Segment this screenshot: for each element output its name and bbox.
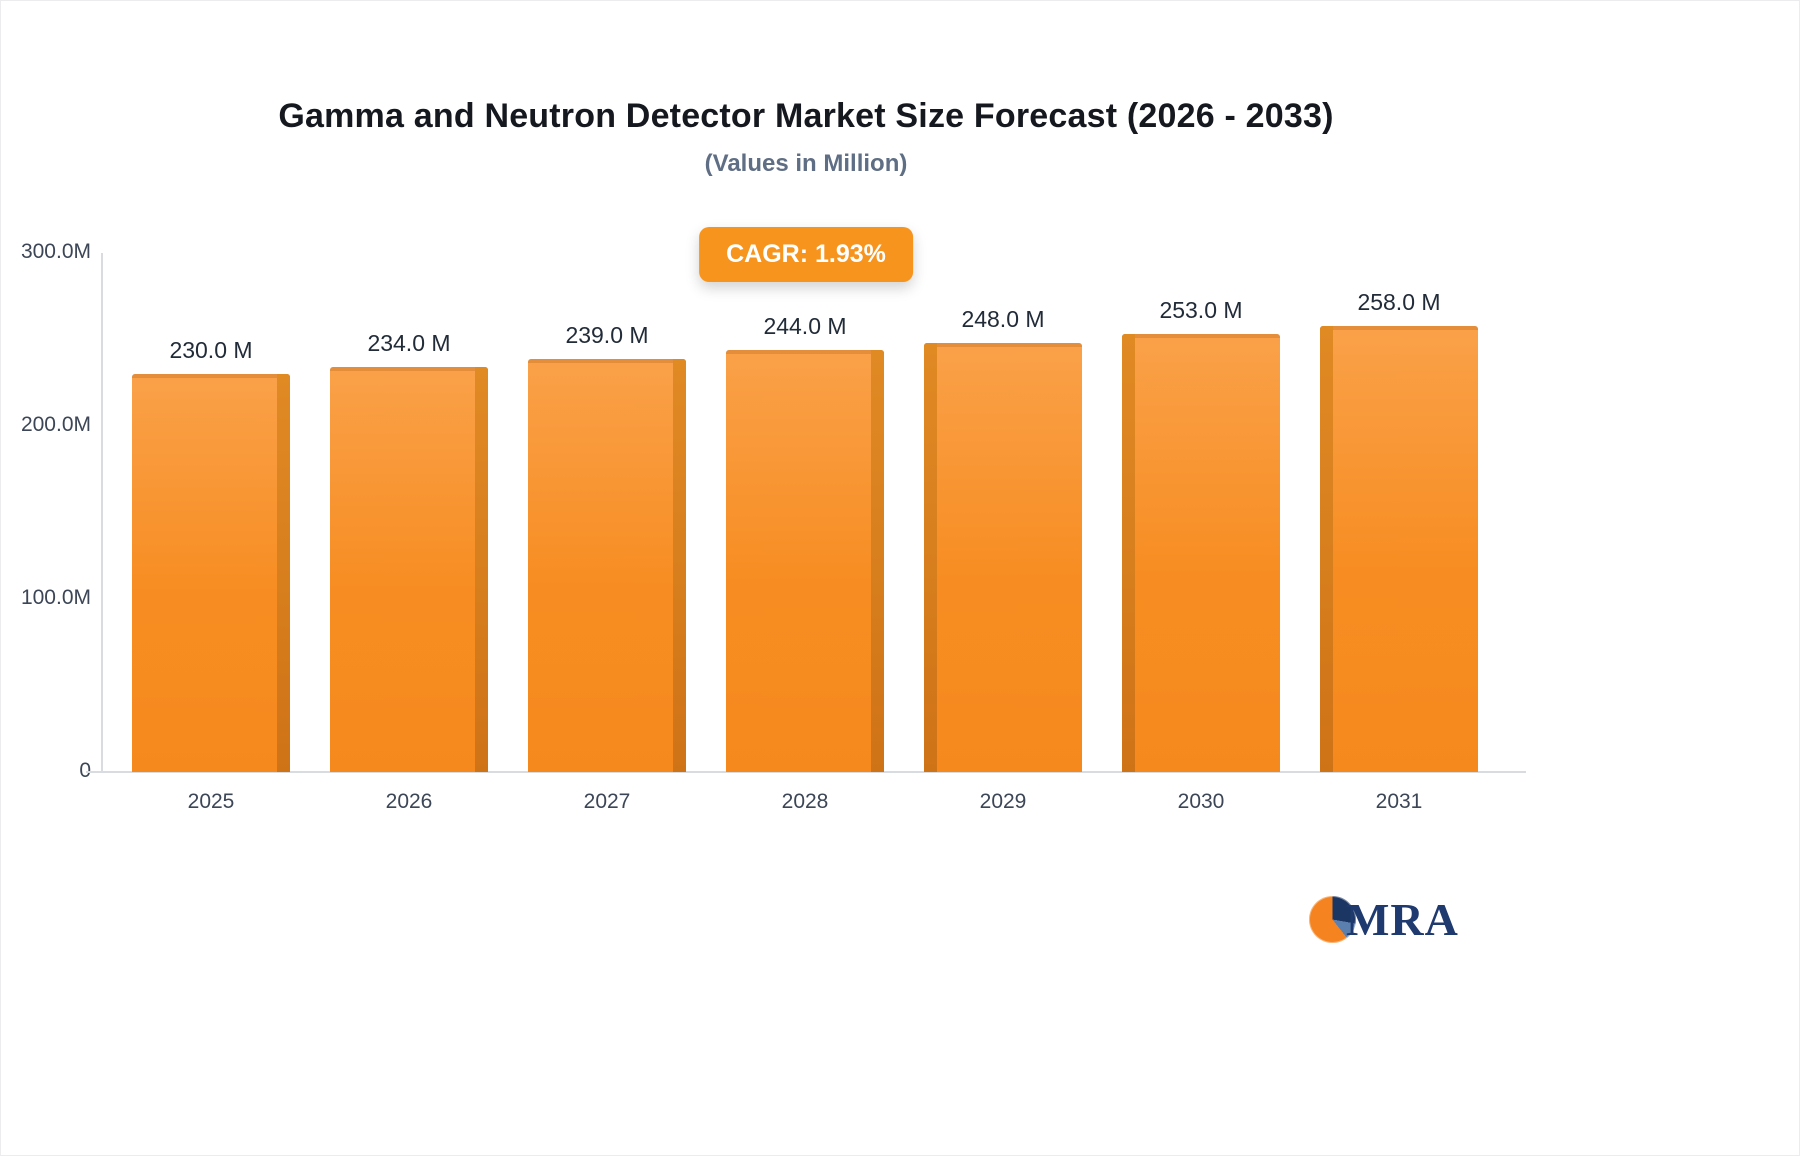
bar-value-label: 230.0 M	[169, 337, 253, 364]
y-axis-label: 100.0M	[20, 586, 91, 609]
bar	[132, 374, 290, 772]
mra-logo-text: MRA	[1346, 893, 1459, 945]
chart-title: Gamma and Neutron Detector Market Size F…	[278, 97, 1334, 135]
y-axis-label: 300.0M	[20, 240, 91, 263]
bar-value-label: 248.0 M	[961, 305, 1045, 332]
bar-side-shade	[673, 358, 686, 772]
bar-side-shade	[277, 374, 290, 772]
bar	[1320, 325, 1478, 772]
x-axis-label: 2030	[1177, 790, 1225, 813]
bar-side-shade	[924, 342, 937, 772]
x-axis-line	[86, 771, 1526, 773]
bar	[330, 367, 488, 772]
y-axis-line	[101, 253, 103, 772]
bar-value-label: 244.0 M	[763, 312, 847, 339]
brand-logo: MRA	[1309, 896, 1459, 943]
bar-group: 234.0 M 2026	[330, 253, 488, 813]
bar-value-label: 253.0 M	[1159, 297, 1243, 324]
x-axis-label: 2031	[1375, 790, 1423, 813]
x-axis-label: 2027	[583, 790, 631, 813]
bar-value-label: 234.0 M	[367, 330, 451, 357]
bar-group: 248.0 M 2029	[924, 253, 1082, 813]
bar-side-shade	[475, 367, 488, 772]
bar-side-shade	[871, 349, 884, 772]
cagr-badge: CAGR: 1.93%	[699, 227, 913, 282]
bar-value-label: 239.0 M	[565, 321, 649, 348]
bar	[924, 342, 1082, 772]
mra-pie-logo-icon	[1309, 896, 1356, 943]
x-axis-label: 2029	[979, 790, 1027, 813]
y-axis-label: 200.0M	[20, 413, 91, 436]
plot-area: 230.0 M 2025 234.0 M 2026 239.0 M 2027 244.0 M…	[86, 253, 1526, 813]
bar-side-shade	[1122, 334, 1135, 772]
chart-header: Gamma and Neutron Detector Market Size F…	[1, 1, 1611, 178]
bar-group: 244.0 M 2028	[726, 253, 884, 813]
bar	[726, 349, 884, 772]
bar-group: 239.0 M 2027	[528, 253, 686, 813]
bar-value-label: 258.0 M	[1357, 288, 1441, 315]
bar-side-shade	[1320, 325, 1333, 772]
x-axis-label: 2025	[187, 790, 235, 813]
bar	[1122, 334, 1280, 772]
y-axis-label: 0	[1, 759, 91, 783]
chart-subtitle: (Values in Million)	[704, 150, 908, 177]
bar-group: 258.0 M 2031	[1320, 253, 1478, 813]
x-axis-label: 2026	[385, 790, 433, 813]
bar	[528, 358, 686, 772]
bar-group: 253.0 M 2030	[1122, 253, 1280, 813]
bar-group: 230.0 M 2025	[132, 253, 290, 813]
x-axis-label: 2028	[781, 790, 829, 813]
